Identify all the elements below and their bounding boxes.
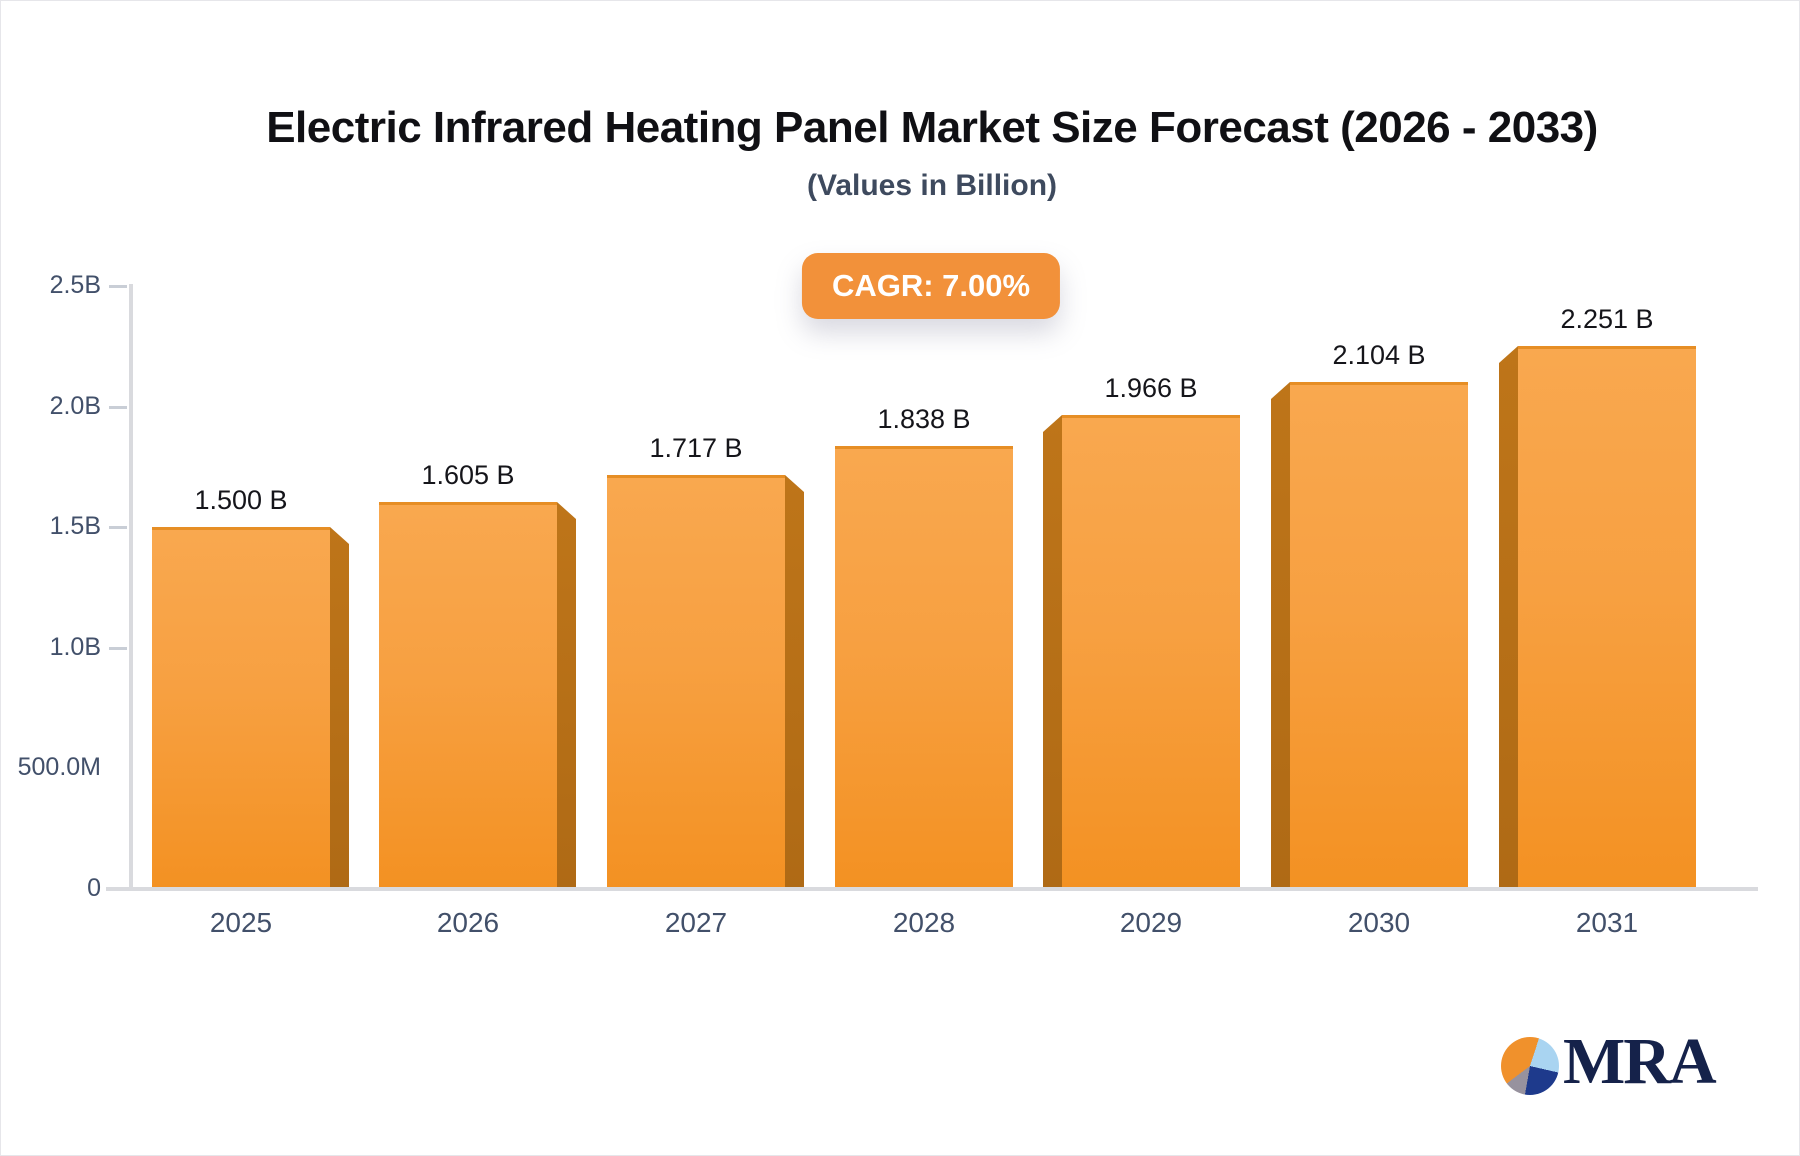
bar-side-face [557,502,576,889]
page-title: Electric Infrared Heating Panel Market S… [266,103,1598,152]
bar-2028[interactable] [835,446,1013,889]
bar-side-face [1271,382,1290,889]
y-axis-label: 2.0B [49,392,101,420]
x-axis-label: 2029 [1119,907,1183,938]
bar-side-face [1499,346,1518,889]
y-axis-line [129,284,133,889]
bar-value-label: 1.717 B [649,433,743,463]
bar-value-label: 2.104 B [1332,340,1426,370]
bar-2029[interactable] [1062,415,1240,889]
cagr-badge: CAGR: 7.00% [801,253,1061,319]
bar-2025[interactable] [152,527,330,889]
bar-2027[interactable] [607,475,785,889]
page-subtitle: (Values in Billion) [806,169,1058,202]
bar-2026[interactable] [379,502,557,889]
bar-side-face [785,475,804,889]
y-axis-label: 1.5B [49,512,101,540]
y-axis-tick [109,526,127,529]
y-axis-tick [109,285,127,288]
bar-value-label: 1.838 B [877,404,971,434]
x-axis-label: 2031 [1575,907,1639,938]
bar-value-label: 1.966 B [1104,373,1198,403]
bar-side-face [1043,415,1062,889]
x-axis-label: 2030 [1347,907,1411,938]
x-axis-line [106,887,1758,891]
bar-value-label: 1.500 B [194,485,288,515]
y-axis-label: 2.5B [49,271,101,299]
x-axis-label: 2028 [892,907,956,938]
bar-2031[interactable] [1518,346,1696,889]
x-axis-label: 2027 [664,907,728,938]
y-axis-label: 0 [87,874,101,902]
y-axis-label: 1.0B [49,633,101,661]
x-axis-label: 2025 [209,907,273,938]
y-axis-tick [109,406,127,409]
y-axis-tick [109,647,127,650]
bar-side-face [330,527,349,889]
bar-value-label: 2.251 B [1560,304,1654,334]
bar-2030[interactable] [1290,382,1468,889]
logo-text: MRA [1563,1025,1717,1098]
y-axis-label: 500.0M [17,753,101,781]
pie-chart-logo-icon [1501,1037,1559,1095]
x-axis-label: 2026 [436,907,500,938]
mra-logo: MRA [1501,1029,1717,1095]
bar-value-label: 1.605 B [421,460,515,490]
